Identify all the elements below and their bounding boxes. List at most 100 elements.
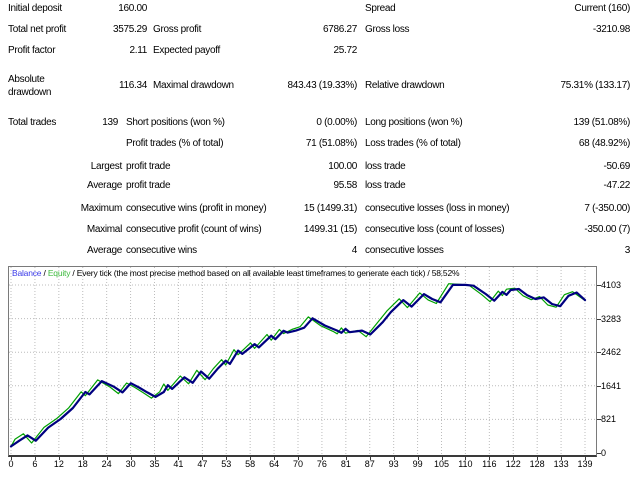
- x-tick-mark: [537, 457, 539, 460]
- y-tick-mark: [597, 318, 601, 320]
- stat-value: 139: [102, 117, 118, 128]
- x-tick-mark: [250, 457, 252, 460]
- x-tick-mark: [585, 457, 586, 460]
- stat-label: loss trade: [365, 180, 406, 191]
- stat-label-prefix: Average: [87, 245, 122, 256]
- stat-value: 6786.27: [322, 24, 357, 35]
- x-tick-mark: [321, 457, 323, 460]
- x-tick-mark: [441, 457, 443, 460]
- stat-value: -350.00 (7): [584, 224, 630, 235]
- report-row: Profit trades (% of total) 71 (51.08%) Los…: [0, 138, 640, 152]
- x-tick-label: 6: [32, 459, 38, 469]
- stat-value: 843.43 (19.33%): [287, 80, 358, 91]
- stat-label: Loss trades (% of total): [365, 138, 461, 149]
- report-row: Largest profit trade 100.00 loss trade -50.6…: [0, 161, 640, 175]
- balance-equity-chart: Balance / Equity / Every tick (the most …: [8, 266, 597, 457]
- stat-label: Gross loss: [365, 24, 410, 35]
- stat-label: Gross profit: [153, 24, 202, 35]
- x-tick-mark: [226, 457, 228, 460]
- stat-value: 68 (48.92%): [578, 138, 630, 149]
- report-row: Initial deposit 160.00 Spread Current (160): [0, 3, 640, 17]
- stat-label: consecutive profit (count of wins): [126, 224, 262, 235]
- stat-value: 139 (51.08%): [573, 117, 631, 128]
- stat-value: 7 (-350.00): [584, 203, 630, 214]
- stat-label: consecutive losses: [365, 245, 444, 256]
- x-tick-mark: [465, 457, 467, 460]
- stat-label: Expected payoff: [153, 45, 221, 56]
- stat-value: 4: [351, 245, 358, 256]
- x-tick-label: 93: [388, 459, 399, 469]
- x-tick-mark: [202, 457, 204, 460]
- stat-value: Current (160): [574, 3, 630, 14]
- stat-label: Relative drawdown: [365, 80, 445, 91]
- y-tick-mark: [597, 285, 601, 286]
- report-row: Total net profit 3575.29 Gross profit 6786.…: [0, 24, 640, 38]
- stat-value: 1499.31 (15): [303, 224, 357, 235]
- stat-value: -47.22: [603, 180, 630, 191]
- x-tick-label: 47: [197, 459, 208, 469]
- chart-canvas: [9, 267, 596, 454]
- x-tick-mark: [417, 457, 419, 460]
- legend-balance-label: Balance: [12, 268, 42, 278]
- x-tick-label: 133: [553, 459, 569, 469]
- x-tick-mark: [274, 457, 276, 460]
- x-tick-label: 30: [125, 459, 136, 469]
- x-tick-label: 35: [149, 459, 160, 469]
- stat-label: consecutive loss (count of losses): [365, 224, 505, 235]
- y-tick-mark: [597, 419, 601, 421]
- stat-value: 75.31% (133.17): [560, 80, 631, 91]
- y-tick-mark: [597, 385, 601, 387]
- x-tick-label: 87: [364, 459, 375, 469]
- legend-separator: /: [70, 268, 77, 278]
- stat-label: Total net profit: [8, 24, 67, 35]
- stat-value: 3: [624, 245, 631, 256]
- x-tick-mark: [154, 457, 156, 460]
- x-tick-label: 81: [340, 459, 351, 469]
- x-tick-label: 116: [482, 459, 497, 469]
- x-tick-mark: [82, 457, 84, 460]
- x-tick-label: 105: [433, 459, 450, 469]
- x-tick-mark: [513, 457, 515, 460]
- stat-value: 160.00: [118, 3, 147, 14]
- stat-value: 0 (0.00%): [316, 117, 357, 128]
- stat-label-prefix: Maximum: [80, 203, 123, 214]
- report-row: Average consecutive wins 4 consecutive loss…: [0, 245, 640, 259]
- stat-label: consecutive wins: [126, 245, 197, 256]
- x-tick-mark: [34, 457, 36, 460]
- stat-label: Short positions (won %): [126, 117, 225, 128]
- x-tick-label: 64: [269, 459, 280, 469]
- x-tick-label: 53: [221, 459, 232, 469]
- stat-value: 2.11: [129, 45, 147, 56]
- stat-label: Profit trades (% of total): [126, 138, 224, 149]
- x-tick-label: 76: [316, 459, 327, 469]
- x-tick-mark: [561, 457, 563, 460]
- stat-label: Total trades: [8, 117, 57, 128]
- y-tick-label: 1641: [601, 380, 622, 391]
- y-tick-label: 3283: [601, 313, 622, 324]
- x-tick-label: 58: [245, 459, 256, 469]
- legend-method-label: Every tick (the most precise method base…: [76, 268, 426, 278]
- legend-separator: /: [41, 268, 48, 278]
- stat-value: 100.00: [328, 161, 357, 172]
- x-tick-mark: [106, 457, 108, 460]
- stat-value: 71 (51.08%): [305, 138, 357, 149]
- stat-value: -50.69: [603, 161, 630, 172]
- x-tick-mark: [393, 457, 395, 460]
- x-tick-label: 110: [458, 459, 473, 469]
- stat-value: 15 (1499.31): [303, 203, 357, 214]
- report-row: Maximal consecutive profit (count of wins…: [0, 224, 640, 238]
- x-tick-label: 12: [53, 459, 64, 469]
- x-tick-label: 18: [77, 459, 88, 469]
- stat-value: 3575.29: [112, 24, 147, 35]
- x-tick-label: 70: [292, 459, 303, 469]
- x-tick-label: 24: [101, 459, 112, 469]
- stat-label: profit trade: [126, 161, 171, 172]
- report-row: Profit factor 2.11 Expected payoff 25.72: [0, 45, 640, 59]
- x-tick-mark: [58, 457, 60, 460]
- stat-label: Long positions (won %): [365, 117, 463, 128]
- x-tick-label: 122: [505, 459, 521, 469]
- stat-label: Maximal drawdown: [153, 80, 234, 91]
- x-tick-label: 139: [577, 459, 593, 469]
- x-tick-label: 99: [412, 459, 423, 469]
